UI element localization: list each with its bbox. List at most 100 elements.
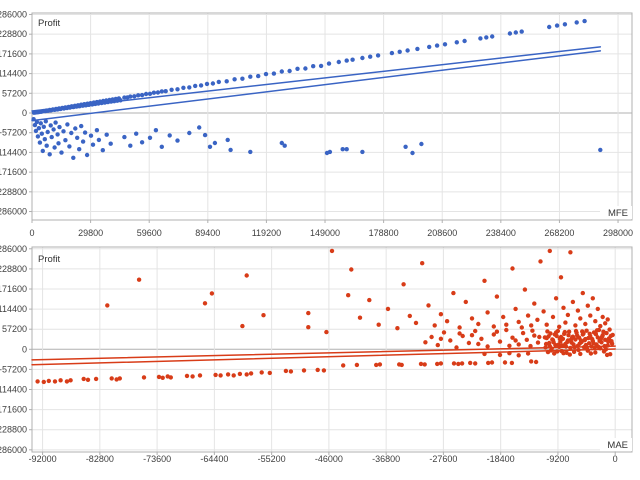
y-axis-title: Profit: [38, 18, 61, 29]
trend-lines: [31, 345, 616, 366]
data-point: [85, 377, 91, 382]
data-point: [444, 319, 450, 324]
data-point: [473, 328, 478, 334]
data-point: [583, 321, 588, 327]
data-point: [59, 150, 64, 155]
data-point: [547, 248, 552, 254]
x-axis-tick-label: 298000: [603, 228, 633, 238]
data-point: [542, 335, 548, 340]
data-point: [306, 310, 311, 316]
data-point: [593, 319, 598, 324]
data-point: [473, 361, 478, 366]
data-point: [190, 374, 195, 379]
y-axis-tick-label: -114400: [0, 147, 27, 157]
data-point: [451, 290, 456, 296]
data-point: [557, 324, 562, 329]
data-point: [574, 20, 579, 25]
data-point: [546, 334, 551, 339]
data-point: [303, 66, 308, 71]
x-axis-tick-label: 0: [613, 454, 618, 464]
data-point: [575, 333, 580, 338]
y-axis-tick-label: -57200: [0, 128, 27, 138]
regression-line: [31, 345, 616, 361]
data-point: [532, 301, 537, 306]
data-point: [237, 371, 243, 377]
data-point: [553, 296, 559, 301]
data-point: [435, 361, 440, 367]
data-point: [577, 341, 582, 346]
data-point: [587, 331, 592, 336]
x-axis-tick-label: 119200: [252, 228, 281, 238]
data-point: [507, 343, 512, 348]
data-point: [65, 105, 70, 110]
data-point: [163, 89, 168, 94]
data-point: [181, 85, 186, 91]
mfe-profit-chart-container: 286000 228800 171600 114400 57200 0 -57200 -114…: [0, 9, 633, 238]
data-point: [240, 323, 245, 329]
data-point: [522, 287, 528, 292]
data-point: [136, 93, 141, 98]
data-point: [224, 79, 229, 84]
data-point: [532, 333, 537, 338]
data-point: [586, 341, 592, 346]
data-point: [168, 375, 173, 380]
data-point: [376, 322, 381, 327]
data-point: [77, 147, 82, 152]
data-point: [563, 320, 568, 325]
data-point: [139, 92, 145, 98]
y-axis-tick-label: -228800: [0, 187, 27, 197]
data-point: [75, 104, 80, 109]
x-axis-tick-label: -82800: [86, 454, 114, 464]
scatter-points: [31, 18, 603, 160]
data-point: [462, 38, 467, 44]
data-point: [197, 373, 203, 378]
data-point: [232, 77, 237, 82]
data-point: [84, 102, 90, 107]
data-point: [590, 336, 595, 342]
data-point: [139, 140, 145, 145]
x-axis-tick-label: 89400: [195, 228, 220, 238]
data-point: [478, 36, 483, 41]
data-point: [134, 131, 139, 136]
data-point: [155, 90, 161, 95]
data-point: [468, 360, 473, 366]
data-point: [479, 336, 484, 341]
data-point: [63, 138, 68, 143]
data-point: [469, 333, 475, 338]
data-point: [187, 85, 192, 90]
data-point: [401, 282, 406, 287]
x-axis-tick-label: -64400: [200, 454, 228, 464]
y-axis-tick-label: 57200: [2, 324, 27, 334]
data-point: [497, 339, 503, 344]
data-point: [575, 308, 581, 313]
data-point: [491, 332, 496, 337]
data-point: [442, 42, 448, 47]
data-point: [311, 63, 316, 69]
data-point: [51, 127, 56, 132]
data-point: [197, 125, 202, 130]
data-point: [547, 343, 552, 349]
data-point: [504, 327, 509, 333]
data-point: [463, 299, 468, 305]
data-point: [426, 303, 431, 308]
x-axis-tick-label: 178800: [369, 228, 399, 238]
data-point: [519, 325, 524, 330]
data-point: [422, 362, 427, 367]
data-point: [187, 130, 192, 136]
x-axis-tick-label: 268200: [544, 228, 574, 238]
data-point: [415, 46, 420, 52]
data-point: [561, 351, 566, 356]
regression-line: [31, 348, 616, 366]
data-point: [283, 368, 289, 374]
plot-border: [31, 12, 633, 221]
data-point: [80, 139, 86, 144]
y-axis-tick-label: 57200: [2, 88, 27, 98]
data-point: [228, 147, 233, 153]
trend-lines: [31, 46, 602, 122]
data-point: [108, 141, 113, 146]
data-point: [244, 273, 249, 278]
data-point: [58, 378, 63, 383]
data-point: [82, 130, 88, 135]
data-point: [565, 312, 571, 318]
y-axis-tick-label: -286000: [0, 207, 27, 217]
